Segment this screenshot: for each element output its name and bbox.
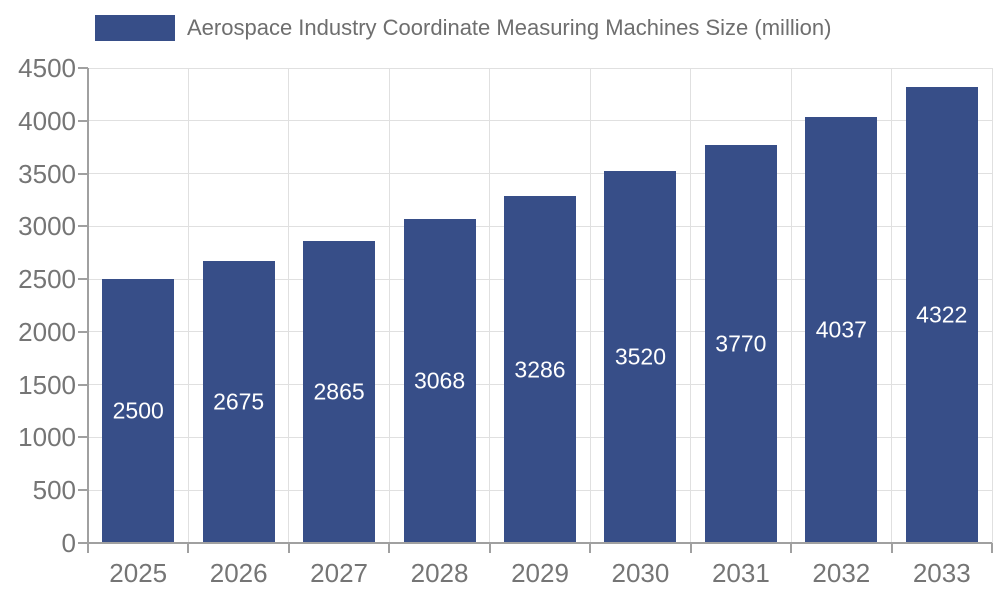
legend-label: Aerospace Industry Coordinate Measuring … bbox=[187, 15, 832, 40]
bar bbox=[604, 171, 677, 543]
gridline-v bbox=[489, 68, 491, 543]
bar bbox=[805, 116, 878, 543]
y-axis-tick bbox=[78, 172, 88, 175]
x-axis-line bbox=[78, 542, 992, 544]
y-axis-line bbox=[87, 68, 89, 543]
x-tick-label: 2033 bbox=[912, 558, 971, 588]
gridline-v bbox=[891, 68, 893, 543]
bar-value-label: 3068 bbox=[413, 367, 466, 394]
x-axis-tick bbox=[388, 543, 391, 553]
x-axis-tick bbox=[589, 543, 592, 553]
x-tick-label: 2025 bbox=[109, 558, 168, 588]
y-tick-label: 1000 bbox=[18, 422, 76, 453]
x-axis-tick bbox=[187, 543, 190, 553]
gridline-v bbox=[790, 68, 792, 543]
x-axis-tick bbox=[488, 543, 491, 553]
gridline-v bbox=[589, 68, 591, 543]
bar-value-label: 2865 bbox=[313, 378, 365, 405]
x-axis-tick bbox=[890, 543, 893, 553]
gridline-h bbox=[88, 173, 992, 175]
x-axis-tick bbox=[790, 543, 793, 553]
gridline-v bbox=[690, 68, 692, 543]
bar-value-label: 2500 bbox=[112, 397, 164, 424]
y-tick-label: 2000 bbox=[18, 316, 76, 347]
x-tick-label: 2032 bbox=[812, 558, 871, 588]
y-tick-label: 2500 bbox=[18, 264, 76, 295]
y-axis-tick bbox=[78, 330, 88, 333]
bar bbox=[905, 86, 978, 543]
bar-value-label: 2675 bbox=[213, 388, 265, 415]
y-tick-label: 0 bbox=[61, 528, 76, 558]
x-tick-label: 2028 bbox=[410, 558, 469, 588]
gridline-v bbox=[991, 68, 993, 543]
x-tick-label: 2030 bbox=[611, 558, 670, 588]
legend: Aerospace Industry Coordinate Measuring … bbox=[95, 15, 831, 41]
bar-value-label: 3520 bbox=[614, 343, 667, 370]
x-axis-tick bbox=[991, 543, 993, 553]
y-axis-tick bbox=[78, 436, 88, 439]
y-axis-tick bbox=[78, 225, 88, 228]
bar bbox=[504, 196, 576, 543]
gridline-h bbox=[88, 120, 992, 122]
x-tick-label: 2029 bbox=[511, 558, 569, 588]
y-tick-label: 500 bbox=[32, 475, 76, 506]
bar bbox=[704, 145, 777, 543]
bar bbox=[403, 219, 476, 543]
x-tick-label: 2026 bbox=[209, 558, 268, 588]
bar bbox=[102, 279, 175, 543]
legend-swatch bbox=[95, 15, 175, 41]
y-axis-tick bbox=[78, 67, 88, 69]
bar bbox=[202, 260, 275, 543]
y-axis-tick bbox=[78, 489, 88, 492]
gridline-v bbox=[187, 68, 189, 543]
x-axis-tick bbox=[689, 543, 692, 553]
bar-value-label: 4037 bbox=[815, 316, 867, 343]
y-tick-label: 1500 bbox=[18, 369, 76, 400]
y-axis-tick bbox=[78, 119, 88, 122]
y-axis-tick bbox=[78, 383, 88, 386]
y-axis-tick bbox=[78, 278, 88, 281]
x-axis-tick bbox=[287, 543, 290, 553]
bar-value-label: 3286 bbox=[514, 356, 566, 383]
gridline-v bbox=[288, 68, 290, 543]
bar-value-label: 4322 bbox=[916, 301, 968, 328]
x-axis-tick bbox=[87, 543, 89, 553]
y-tick-label: 3000 bbox=[18, 211, 76, 242]
x-tick-label: 2027 bbox=[310, 558, 369, 588]
y-tick-label: 4500 bbox=[18, 53, 76, 83]
y-tick-label: 4000 bbox=[18, 105, 76, 136]
x-tick-label: 2031 bbox=[711, 558, 770, 588]
bar-value-label: 3770 bbox=[715, 330, 767, 357]
gridline-h bbox=[88, 67, 992, 69]
bar bbox=[303, 240, 376, 543]
gridline-v bbox=[388, 68, 390, 543]
y-tick-label: 3500 bbox=[18, 158, 76, 189]
